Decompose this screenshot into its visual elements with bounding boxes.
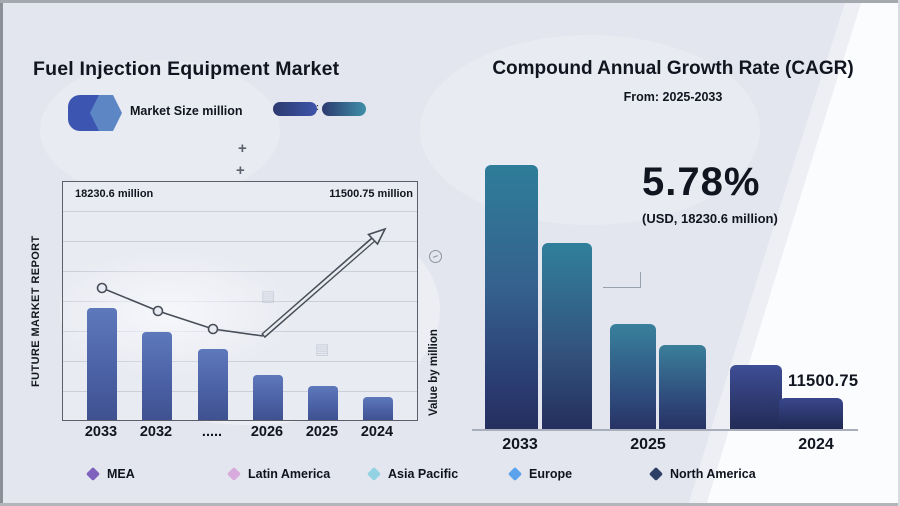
legend-label: Europe — [529, 467, 573, 481]
frame-edge — [0, 0, 3, 506]
step-annotation — [603, 272, 641, 288]
diamond-swatch-icon — [366, 466, 382, 482]
start-value-annotation: 18230.6 million — [75, 188, 154, 200]
x-tick: 2026 — [250, 424, 284, 440]
bar-2024[interactable] — [363, 397, 393, 420]
diamond-swatch-icon — [507, 466, 523, 482]
cagr-basis: (USD, 18230.6 million) — [642, 211, 778, 226]
x-tick: 2024 — [360, 424, 394, 440]
bar-2032[interactable] — [142, 332, 172, 420]
diamond-swatch-icon — [648, 466, 664, 482]
market-size-label: Market Size million — [130, 104, 243, 118]
x-tick: 2033 — [84, 424, 118, 440]
left-chart-title: Fuel Injection Equipment Market — [33, 58, 340, 80]
gradient-pill-icon — [273, 102, 317, 116]
plus-mark: + — [238, 140, 247, 157]
cagr-value: 5.78% — [642, 160, 761, 204]
legend-item-mea[interactable]: MEA — [85, 466, 135, 482]
bar-2033[interactable] — [87, 308, 117, 420]
frame-edge — [0, 0, 900, 3]
cagr-baseline — [472, 429, 858, 431]
left-axis-label: FUTURE MARKET REPORT — [30, 235, 42, 387]
cagr-bar-2025-b[interactable] — [659, 345, 706, 430]
x-tick: 2032 — [139, 424, 173, 440]
bar-ellipsis[interactable] — [198, 349, 228, 420]
end-value-annotation: 11500.75 million — [329, 188, 413, 200]
cagr-title: Compound Annual Growth Rate (CAGR) — [492, 58, 854, 79]
cylinder-icon — [68, 95, 122, 131]
right-axis-label: Value by million — [428, 329, 440, 416]
cagr-bar-2033-a[interactable] — [485, 165, 538, 430]
legend-label: Latin America — [248, 467, 331, 481]
legend-label: MEA — [107, 467, 135, 481]
x-tick: 2024 — [798, 436, 834, 453]
bar-2026[interactable] — [253, 375, 283, 420]
diamond-swatch-icon — [226, 466, 242, 482]
cagr-subtitle: From: 2025-2033 — [623, 90, 723, 104]
legend-item-asia-pacific[interactable]: Asia Pacific — [366, 466, 459, 482]
cagr-bar-2033-b[interactable] — [542, 243, 592, 430]
circled-dash-icon — [429, 250, 442, 263]
x-tick: 2033 — [502, 436, 538, 453]
x-tick: 2025 — [305, 424, 339, 440]
gradient-pill-icon — [322, 102, 366, 116]
diamond-swatch-icon — [85, 466, 101, 482]
legend-item-europe[interactable]: Europe — [507, 466, 573, 482]
trend-line-overlay — [96, 227, 387, 339]
arrow-head — [367, 227, 387, 246]
frame-edge — [898, 0, 900, 506]
legend-label: Asia Pacific — [388, 467, 459, 481]
legend-label: North America — [670, 467, 756, 481]
frame-edge — [0, 503, 900, 506]
cagr-bar-2024-a[interactable] — [730, 365, 782, 430]
bar-2025[interactable] — [308, 386, 338, 420]
cagr-bar-2025-a[interactable] — [610, 324, 656, 430]
pill-separator: : — [316, 102, 319, 112]
value-callout: 11500.75 — [788, 372, 859, 390]
x-tick: ..... — [201, 424, 223, 440]
market-size-chart[interactable]: 18230.6 million 11500.75 million — [62, 181, 418, 421]
x-tick: 2025 — [630, 436, 666, 453]
cagr-bar-2024-b[interactable] — [779, 398, 843, 430]
legend-item-north-america[interactable]: North America — [648, 466, 756, 482]
plus-mark: + — [236, 162, 245, 179]
legend-item-latin-america[interactable]: Latin America — [226, 466, 331, 482]
